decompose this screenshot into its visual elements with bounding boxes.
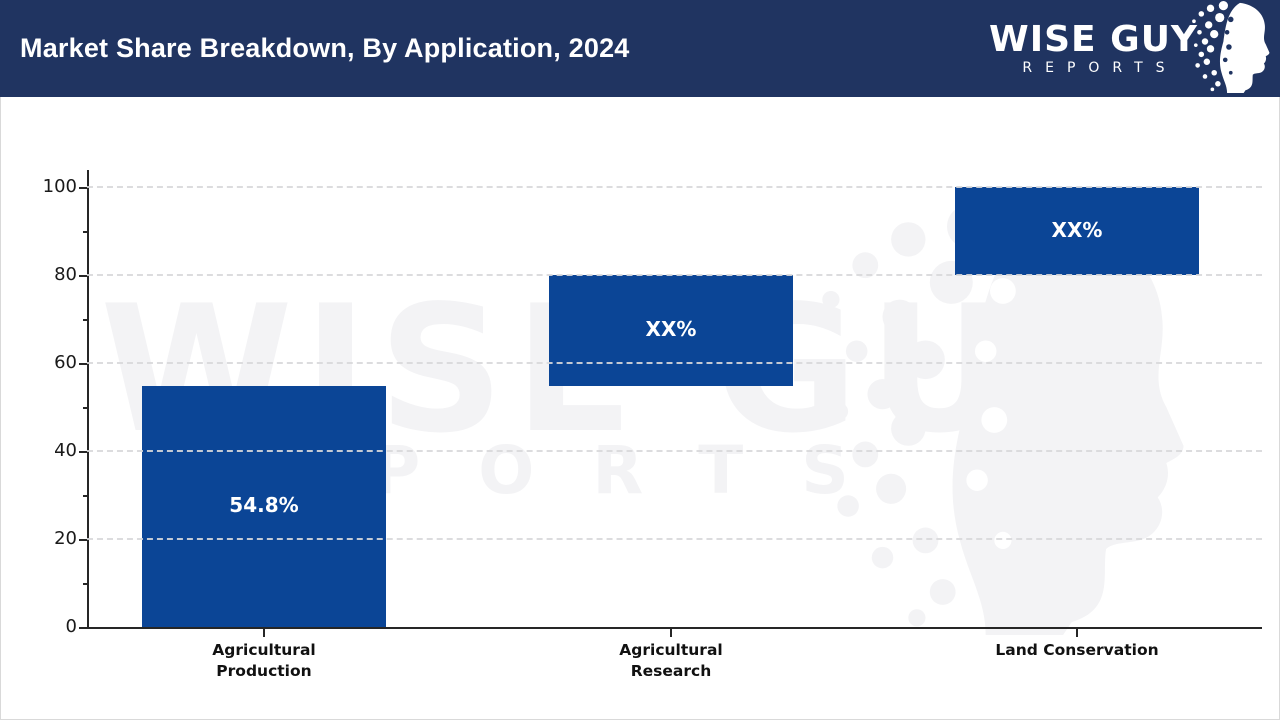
y-tick-label-0: 0 — [65, 616, 77, 637]
gridline-y20 — [87, 538, 1262, 540]
y-tick-60 — [79, 363, 87, 365]
y-tick-label-20: 20 — [54, 528, 77, 549]
page-title: Market Share Breakdown, By Application, … — [20, 33, 630, 63]
y-tick-label-40: 40 — [54, 440, 77, 461]
header-bar: Market Share Breakdown, By Application, … — [0, 0, 1280, 97]
y-tick-0 — [79, 627, 87, 629]
x-tick-1 — [670, 629, 672, 637]
logo-subtitle: REPORTS — [1022, 60, 1178, 76]
face-profile-dots-icon — [1184, 0, 1272, 97]
y-tick-100 — [79, 187, 87, 189]
bar-2 — [955, 187, 1199, 275]
bar-value-label-1: XX% — [645, 317, 697, 342]
y-minor-tick-30 — [83, 495, 87, 497]
y-minor-tick-10 — [83, 583, 87, 585]
logo-text: WISE GUY REPORTS — [988, 19, 1198, 76]
category-label-0: Agricultural Production — [212, 641, 316, 680]
y-minor-tick-50 — [83, 407, 87, 409]
logo-wordmark: WISE GUY — [988, 19, 1198, 60]
x-tick-2 — [1076, 629, 1078, 637]
y-tick-80 — [79, 275, 87, 277]
category-label-1: Agricultural Research — [619, 641, 723, 680]
y-axis-line — [87, 170, 89, 629]
bar-value-label-2: XX% — [1051, 218, 1103, 242]
x-tick-0 — [263, 629, 265, 637]
y-tick-label-100: 100 — [42, 176, 77, 197]
gridline-y40 — [87, 450, 1262, 452]
gridline-y60 — [87, 362, 1262, 364]
y-tick-20 — [79, 539, 87, 541]
bar-0 — [142, 385, 386, 627]
wise-guy-reports-logo: WISE GUY REPORTS — [988, 0, 1272, 97]
gridline-y80 — [87, 274, 1262, 276]
x-axis-line — [87, 627, 1262, 629]
bar-value-label-0: 54.8% — [229, 493, 299, 518]
category-label-2: Land Conservation — [995, 641, 1159, 659]
y-minor-tick-70 — [83, 319, 87, 321]
y-tick-40 — [79, 451, 87, 453]
y-minor-tick-90 — [83, 231, 87, 233]
y-tick-label-80: 80 — [54, 264, 77, 285]
y-tick-label-60: 60 — [54, 352, 77, 373]
gridline-y100 — [87, 186, 1262, 188]
bar-1 — [549, 275, 793, 386]
